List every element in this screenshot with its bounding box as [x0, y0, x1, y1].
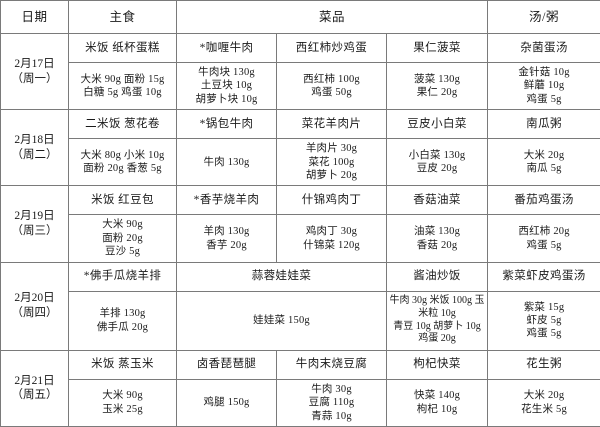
dish-ingredients: 西红柿 100g 鸡蛋 50g	[276, 61, 387, 111]
staple-ingredients: 羊排 130g 佛手瓜 20g	[68, 290, 177, 351]
dish-name: 什锦鸡肉丁	[276, 185, 387, 216]
dish-ingredients: 鸡肉丁 30g 什锦菜 120g	[276, 214, 387, 263]
staple-ingredients: 大米 90g 面粉 15g 白糖 5g 鸡蛋 10g	[68, 61, 177, 111]
dish-name: 卤香琵琶腿	[176, 349, 277, 380]
dish-name: 枸杞快菜	[385, 349, 489, 380]
dish-name: 西红柿炒鸡蛋	[276, 33, 387, 63]
date-cell: 2月17日 （周一）	[0, 32, 69, 111]
soup-ingredients: 大米 20g 花生米 5g	[487, 378, 600, 427]
header-soup: 汤/粥	[487, 0, 600, 34]
menu-row-dish-names: 2月19日 （周三） 米饭 红豆包 *香芋烧羊肉 什锦鸡肉丁 香菇油菜 番茄鸡蛋汤	[0, 185, 600, 263]
dish-ingredients: 油菜 130g 香菇 20g	[385, 214, 489, 263]
soup-name: 杂菌蛋汤	[487, 33, 600, 63]
table-body: 2月17日 （周一） 米饭 纸杯蛋糕 *咖喱牛肉 西红柿炒鸡蛋 果仁菠菜 杂菌蛋汤 大米 9…	[0, 32, 600, 427]
dish-ingredients: 牛肉 30g 豆腐 110g 青蒜 10g	[276, 378, 387, 427]
dish-name: 蒜蓉娃娃菜	[176, 261, 387, 292]
menu-row-dish-names: 2月20日 （周四） *佛手瓜烧羊排 蒜蓉娃娃菜 酱油炒饭 紫菜虾皮鸡蛋汤	[0, 261, 600, 351]
menu-row-dish-names: 2月21日 （周五） 米饭 蒸玉米 卤香琵琶腿 牛肉末烧豆腐 枸杞快菜 花生粥	[0, 349, 600, 427]
staple-ingredients: 大米 90g 玉米 25g	[68, 378, 177, 427]
menu-row-ingredients: 羊排 130g 佛手瓜 20g 娃娃菜 150g 牛肉 30g 米饭 100g 玉米…	[1, 290, 600, 351]
dish-ingredients: 鸡腿 150g	[176, 378, 277, 427]
dish-ingredients: 快菜 140g 枸杞 10g	[385, 378, 489, 427]
dish-ingredients: 菠菜 130g 果仁 20g	[385, 61, 489, 111]
soup-ingredients: 西红柿 20g 鸡蛋 5g	[487, 214, 600, 263]
dish-name: *香芋烧羊肉	[176, 185, 277, 216]
menu-row-ingredients: 大米 90g 面粉 20g 豆沙 5g 羊肉 130g 香芋 20g 鸡肉丁 30g…	[1, 214, 600, 263]
dish-name: 香菇油菜	[385, 185, 489, 216]
dish-ingredients: 羊肉片 30g 菜花 100g 胡萝卜 20g	[276, 138, 387, 187]
date-cell: 2月21日 （周五）	[0, 349, 69, 427]
header-date: 日期	[0, 0, 69, 34]
dish-name: 牛肉末烧豆腐	[276, 349, 387, 380]
header-staple: 主食	[68, 0, 177, 34]
dish-name: 果仁菠菜	[385, 33, 489, 63]
soup-name: 紫菜虾皮鸡蛋汤	[487, 261, 600, 292]
dish-ingredients: 小白菜 130g 豆皮 20g	[385, 138, 489, 187]
table-header: 日期 主食 菜品 汤/粥	[0, 0, 600, 34]
date-cell: 2月20日 （周四）	[0, 261, 69, 351]
soup-name: 番茄鸡蛋汤	[487, 185, 600, 216]
staple-name: 米饭 蒸玉米	[68, 349, 177, 380]
dish-name: 菜花羊肉片	[276, 109, 387, 140]
menu-row-dish-names: 2月17日 （周一） 米饭 纸杯蛋糕 *咖喱牛肉 西红柿炒鸡蛋 果仁菠菜 杂菌蛋汤	[0, 32, 600, 111]
dish-name: *锅包牛肉	[176, 109, 277, 140]
header-row: 日期 主食 菜品 汤/粥	[0, 0, 600, 34]
menu-row-ingredients: 大米 90g 面粉 15g 白糖 5g 鸡蛋 10g 牛肉块 130g 土豆块 1…	[1, 61, 600, 111]
dish-ingredients: 娃娃菜 150g	[176, 290, 387, 351]
date-cell: 2月19日 （周三）	[0, 185, 69, 263]
menu-row-ingredients: 大米 80g 小米 10g 面粉 20g 香葱 5g 牛肉 130g 羊肉片 30g…	[1, 138, 600, 187]
dish-name: 豆皮小白菜	[385, 109, 489, 140]
dish-ingredients: 牛肉块 130g 土豆块 10g 胡萝卜块 10g	[176, 61, 277, 111]
date-cell: 2月18日 （周二）	[0, 109, 69, 187]
soup-ingredients: 紫菜 15g 虾皮 5g 鸡蛋 5g	[487, 290, 600, 351]
staple-ingredients: 大米 80g 小米 10g 面粉 20g 香葱 5g	[68, 138, 177, 187]
dish-name: 酱油炒饭	[385, 261, 489, 292]
staple-name: 二米饭 葱花卷	[68, 109, 177, 140]
staple-ingredients: 大米 90g 面粉 20g 豆沙 5g	[68, 214, 177, 263]
staple-name: *佛手瓜烧羊排	[68, 261, 177, 292]
soup-ingredients: 金针菇 10g 鲜蘑 10g 鸡蛋 5g	[487, 61, 600, 111]
soup-name: 南瓜粥	[487, 109, 600, 140]
dish-name: *咖喱牛肉	[176, 33, 277, 63]
header-dishes: 菜品	[175, 0, 489, 34]
soup-name: 花生粥	[487, 349, 600, 380]
dish-ingredients: 牛肉 130g	[176, 138, 277, 187]
menu-row-ingredients: 大米 90g 玉米 25g 鸡腿 150g 牛肉 30g 豆腐 110g 青蒜 10…	[1, 378, 600, 427]
dish-ingredients: 牛肉 30g 米饭 100g 玉米粒 10g 青豆 10g 胡萝卜 10g 鸡蛋…	[385, 290, 489, 351]
staple-name: 米饭 纸杯蛋糕	[68, 33, 177, 63]
staple-name: 米饭 红豆包	[68, 185, 177, 216]
dish-ingredients: 羊肉 130g 香芋 20g	[176, 214, 277, 263]
menu-row-dish-names: 2月18日 （周二） 二米饭 葱花卷 *锅包牛肉 菜花羊肉片 豆皮小白菜 南瓜粥	[0, 109, 600, 187]
soup-ingredients: 大米 20g 南瓜 5g	[487, 138, 600, 187]
